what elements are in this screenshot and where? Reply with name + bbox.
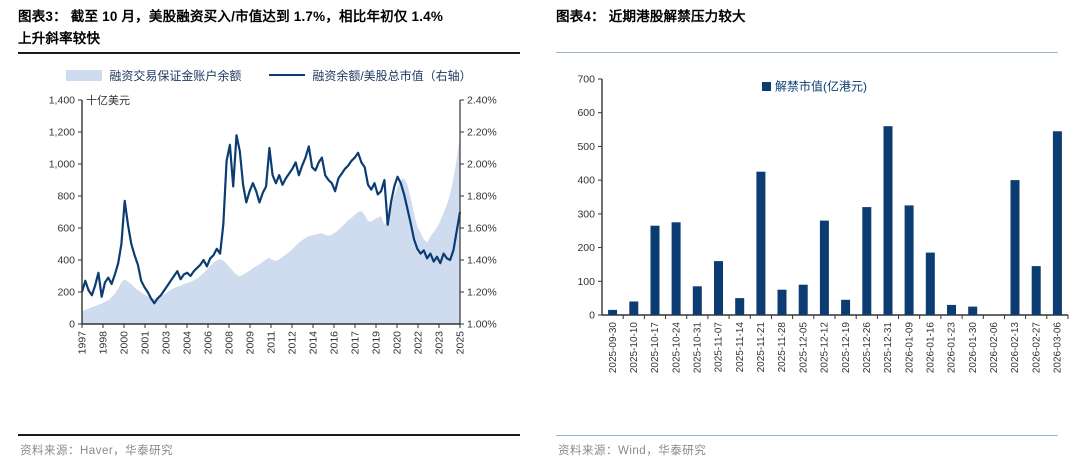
svg-text:2025-12-31: 2025-12-31 — [883, 322, 894, 374]
figure-3-title-line1: 图表3： 截至 10 月，美股融资买入/市值达到 1.7%，相比年初仅 1.4% — [18, 9, 444, 24]
figure-3: 图表3： 截至 10 月，美股融资买入/市值达到 1.7%，相比年初仅 1.4%… — [18, 6, 520, 458]
svg-text:2025-11-07: 2025-11-07 — [714, 322, 725, 373]
svg-text:2000: 2000 — [119, 331, 131, 355]
svg-text:0: 0 — [589, 310, 595, 322]
svg-text:2026-01-30: 2026-01-30 — [968, 322, 979, 374]
figure-4: 图表4： 近期港股解禁压力较大 0 100 200 300 400 500 600 700 20… — [556, 6, 1069, 458]
svg-text:2009: 2009 — [245, 331, 257, 355]
figure-4-title: 图表4： 近期港股解禁压力较大 — [556, 9, 746, 24]
legend-label-margin-balance: 融资交易保证金账户余额 — [109, 68, 242, 83]
svg-text:2022: 2022 — [413, 331, 425, 355]
svg-text:1.00%: 1.00% — [467, 319, 497, 331]
legend-label-ratio: 融资余额/美股总市值（右轴） — [312, 68, 472, 83]
figure-3-title: 图表3： 截至 10 月，美股融资买入/市值达到 1.7%，相比年初仅 1.4%… — [18, 6, 520, 50]
area-swatch — [66, 69, 103, 81]
figure-4-source-block: 资料来源：Wind，华泰研究 — [556, 433, 1058, 458]
unlock-bar-chart: 0 100 200 300 400 500 600 700 2025-09-30 2025-10-… — [577, 74, 1069, 374]
svg-text:2014: 2014 — [308, 331, 320, 355]
svg-text:2025-10-24: 2025-10-24 — [671, 322, 682, 374]
svg-text:2017: 2017 — [350, 331, 362, 355]
svg-text:200: 200 — [577, 242, 595, 254]
figure-3-title-line2: 上升斜率较快 — [18, 30, 101, 46]
svg-text:解禁市值(亿港元): 解禁市值(亿港元) — [775, 79, 867, 94]
svg-text:2026-02-06: 2026-02-06 — [989, 322, 1000, 374]
svg-text:2020: 2020 — [392, 331, 404, 355]
svg-text:2023: 2023 — [434, 331, 446, 355]
svg-text:2004: 2004 — [182, 331, 194, 355]
svg-text:400: 400 — [57, 255, 75, 267]
svg-text:2025-11-28: 2025-11-28 — [777, 322, 788, 373]
legend-item-margin-balance: 融资交易保证金账户余额 — [66, 67, 241, 84]
figure-4-source: 资料来源：Wind，华泰研究 — [558, 445, 707, 457]
svg-text:2026-02-13: 2026-02-13 — [1010, 322, 1021, 374]
svg-text:1.80%: 1.80% — [467, 191, 497, 203]
svg-text:800: 800 — [57, 191, 75, 203]
svg-text:2026-01-16: 2026-01-16 — [926, 322, 937, 374]
svg-text:2019: 2019 — [371, 331, 383, 355]
svg-text:1,200: 1,200 — [49, 127, 75, 139]
figure-3-title-rule — [18, 52, 520, 54]
svg-text:2.20%: 2.20% — [467, 127, 497, 139]
svg-text:2026-02-27: 2026-02-27 — [1031, 322, 1042, 374]
svg-text:700: 700 — [577, 74, 595, 86]
svg-text:200: 200 — [57, 287, 75, 299]
svg-text:2026-03-06: 2026-03-06 — [1053, 322, 1064, 374]
svg-text:2008: 2008 — [224, 331, 236, 355]
svg-text:400: 400 — [577, 175, 595, 187]
svg-text:十亿美元: 十亿美元 — [86, 93, 130, 107]
figure-3-source-block: 资料来源：Haver，华泰研究 — [18, 432, 520, 458]
svg-text:2025-10-17: 2025-10-17 — [650, 322, 661, 374]
svg-text:2011: 2011 — [266, 331, 278, 354]
svg-text:2025-11-14: 2025-11-14 — [735, 322, 746, 373]
svg-text:2.40%: 2.40% — [467, 95, 497, 107]
svg-text:2025-12-19: 2025-12-19 — [841, 322, 852, 374]
figure-4-title-rule — [556, 52, 1058, 53]
svg-text:2026-01-09: 2026-01-09 — [904, 322, 915, 374]
svg-text:600: 600 — [57, 223, 75, 235]
svg-text:2025-10-31: 2025-10-31 — [693, 322, 704, 374]
figure-3-legend: 融资交易保证金账户余额 融资余额/美股总市值（右轴） — [18, 62, 520, 88]
svg-text:1998: 1998 — [98, 331, 110, 355]
svg-text:2025: 2025 — [455, 331, 467, 355]
svg-text:0: 0 — [69, 319, 75, 331]
svg-text:2006: 2006 — [203, 331, 215, 355]
legend-item-ratio: 融资余额/美股总市值（右轴） — [269, 67, 472, 84]
svg-text:2025-11-21: 2025-11-21 — [756, 322, 767, 373]
svg-text:2012: 2012 — [287, 331, 299, 355]
svg-text:1,000: 1,000 — [49, 159, 75, 171]
svg-text:2.00%: 2.00% — [467, 159, 497, 171]
svg-text:300: 300 — [577, 208, 595, 220]
figure-4-source-rule — [556, 435, 1058, 436]
svg-text:2026-01-23: 2026-01-23 — [947, 322, 958, 374]
svg-text:2025-09-30: 2025-09-30 — [608, 322, 619, 374]
svg-text:2016: 2016 — [329, 331, 341, 355]
svg-text:2025-12-05: 2025-12-05 — [798, 322, 809, 374]
svg-text:2025-10-10: 2025-10-10 — [629, 322, 640, 374]
svg-text:1,400: 1,400 — [49, 95, 75, 107]
svg-text:1.40%: 1.40% — [467, 255, 497, 267]
svg-text:500: 500 — [577, 141, 595, 153]
svg-text:1.60%: 1.60% — [467, 223, 497, 235]
svg-text:1.20%: 1.20% — [467, 287, 497, 299]
line-swatch — [269, 73, 306, 77]
svg-text:1997: 1997 — [77, 331, 89, 355]
margin-combo-chart: 0 200 400 600 800 1,000 1,200 1,400 1.00% 1.20% 1.… — [49, 93, 497, 355]
svg-text:2025-12-26: 2025-12-26 — [862, 322, 873, 374]
svg-text:100: 100 — [577, 276, 595, 288]
figure-3-source: 资料来源：Haver，华泰研究 — [20, 445, 174, 457]
figure-3-source-rule — [18, 434, 520, 436]
svg-text:600: 600 — [577, 107, 595, 119]
svg-text:2001: 2001 — [140, 331, 152, 355]
svg-text:2025-12-12: 2025-12-12 — [820, 322, 831, 374]
svg-text:2003: 2003 — [161, 331, 173, 355]
